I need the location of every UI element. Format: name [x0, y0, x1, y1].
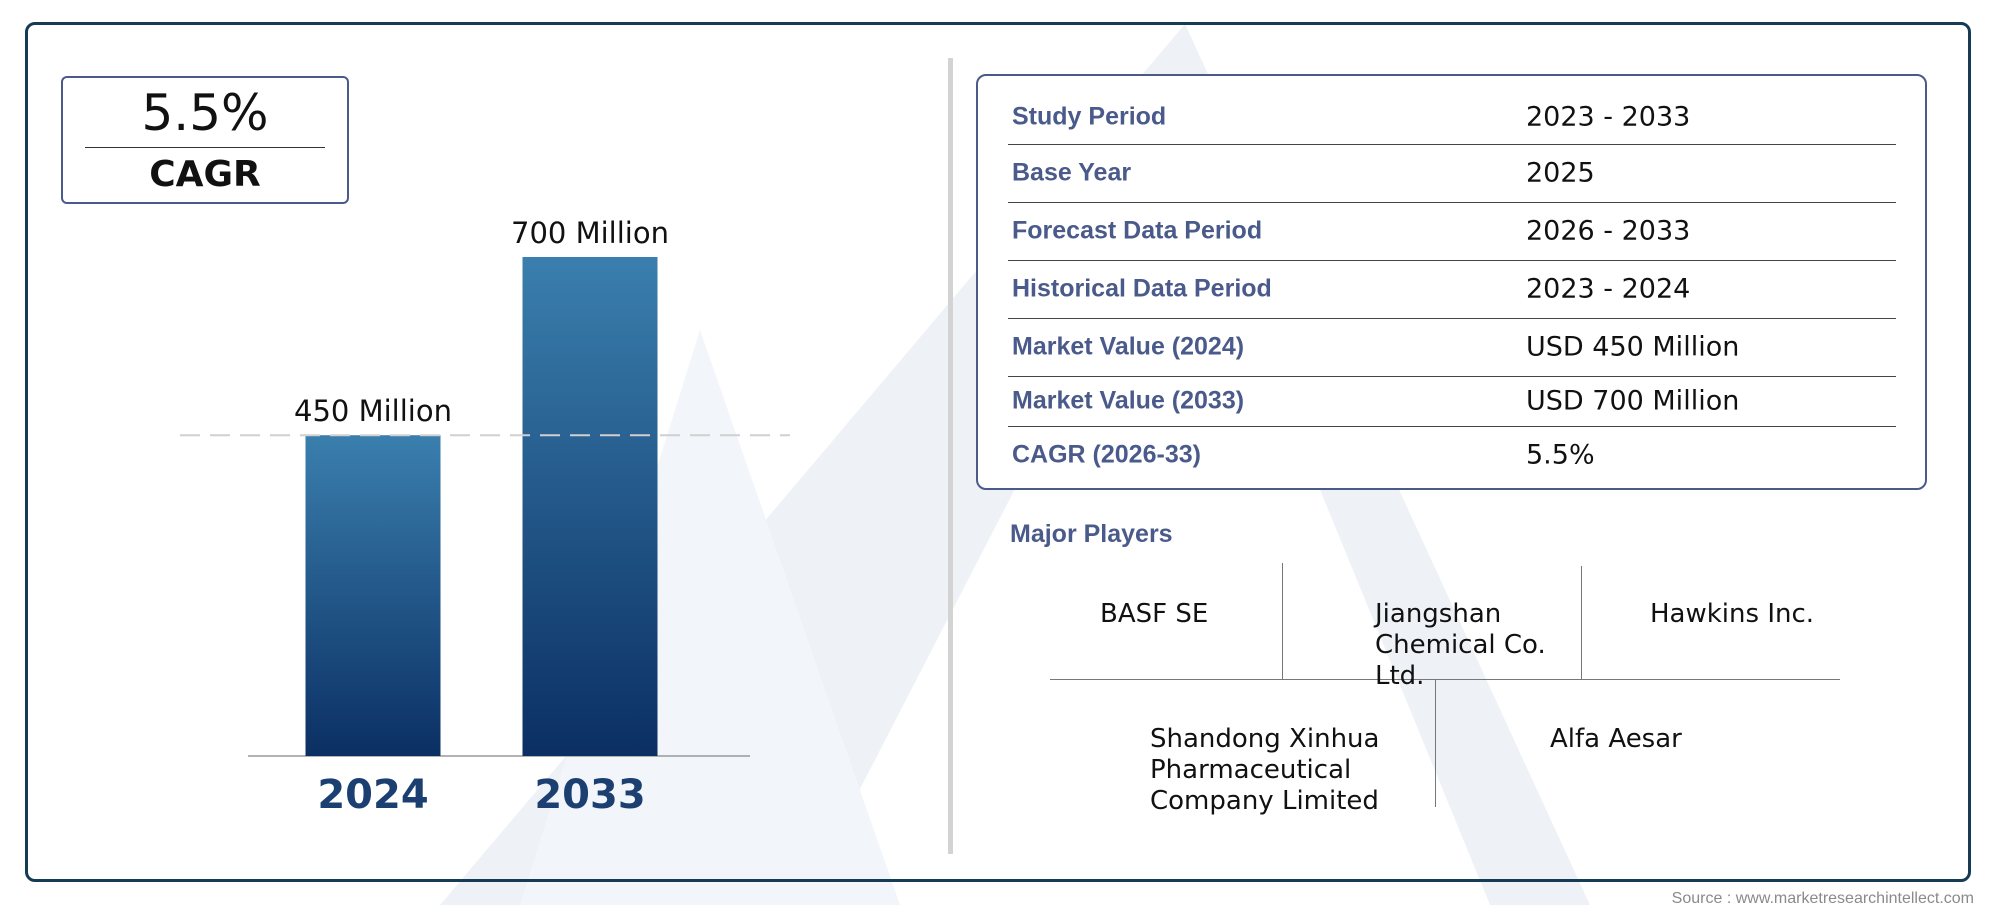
info-row-study-period: Study Period 2023 - 2033 [1008, 90, 1896, 145]
cagr-badge: 5.5% CAGR [61, 76, 349, 204]
cagr-label: CAGR [149, 154, 261, 195]
info-row-market-value-2024: Market Value (2024) USD 450 Million [1008, 318, 1896, 377]
major-players-title: Major Players [1010, 520, 1173, 548]
info-value: USD 700 Million [1526, 385, 1740, 417]
player-jiangshan: Jiangshan Chemical Co. Ltd. [1375, 599, 1546, 691]
players-divider [1581, 566, 1582, 679]
info-value: USD 450 Million [1526, 331, 1740, 363]
info-row-historical-period: Historical Data Period 2023 - 2024 [1008, 260, 1896, 319]
info-label: CAGR (2026-33) [1012, 440, 1201, 469]
info-value: 5.5% [1526, 439, 1595, 471]
card-frame [25, 22, 1971, 882]
info-label: Market Value (2033) [1012, 386, 1245, 415]
x-tick-label-2024: 2024 [317, 772, 428, 818]
players-divider [1050, 679, 1840, 680]
source-credit: Source : www.marketresearchintellect.com [1671, 890, 1974, 907]
info-value: 2023 - 2033 [1526, 101, 1691, 133]
bar-2024 [305, 435, 441, 756]
info-row-base-year: Base Year 2025 [1008, 144, 1896, 203]
player-alfa-aesar: Alfa Aesar [1550, 724, 1682, 754]
cagr-divider [85, 147, 325, 148]
info-value: 2023 - 2024 [1526, 273, 1691, 305]
player-shandong-xinhua: Shandong Xinhua Pharmaceutical Company L… [1150, 724, 1380, 816]
info-row-cagr: CAGR (2026-33) 5.5% [1008, 426, 1896, 484]
info-label: Market Value (2024) [1012, 332, 1245, 361]
info-label: Base Year [1012, 158, 1132, 187]
panel-divider [948, 58, 953, 854]
data-label-2024: 450 Million [294, 394, 452, 428]
info-value: 2025 [1526, 157, 1595, 189]
info-label: Historical Data Period [1012, 274, 1272, 303]
cagr-value: 5.5% [141, 84, 269, 142]
info-row-market-value-2033: Market Value (2033) USD 700 Million [1008, 376, 1896, 427]
player-hawkins: Hawkins Inc. [1650, 599, 1815, 629]
players-divider [1282, 563, 1283, 679]
player-basf: BASF SE [1100, 599, 1209, 629]
x-tick-label-2033: 2033 [534, 772, 645, 818]
data-label-2033: 700 Million [511, 216, 669, 250]
info-value: 2026 - 2033 [1526, 215, 1691, 247]
info-label: Study Period [1012, 102, 1167, 131]
players-divider [1435, 679, 1436, 807]
info-label: Forecast Data Period [1012, 216, 1263, 245]
info-row-forecast-period: Forecast Data Period 2026 - 2033 [1008, 202, 1896, 261]
bar-chart: 450 Million 2024 700 Million 2033 [180, 216, 790, 818]
bar-2033 [522, 257, 658, 756]
market-info-table: Study Period 2023 - 2033 Base Year 2025 … [976, 74, 1927, 490]
